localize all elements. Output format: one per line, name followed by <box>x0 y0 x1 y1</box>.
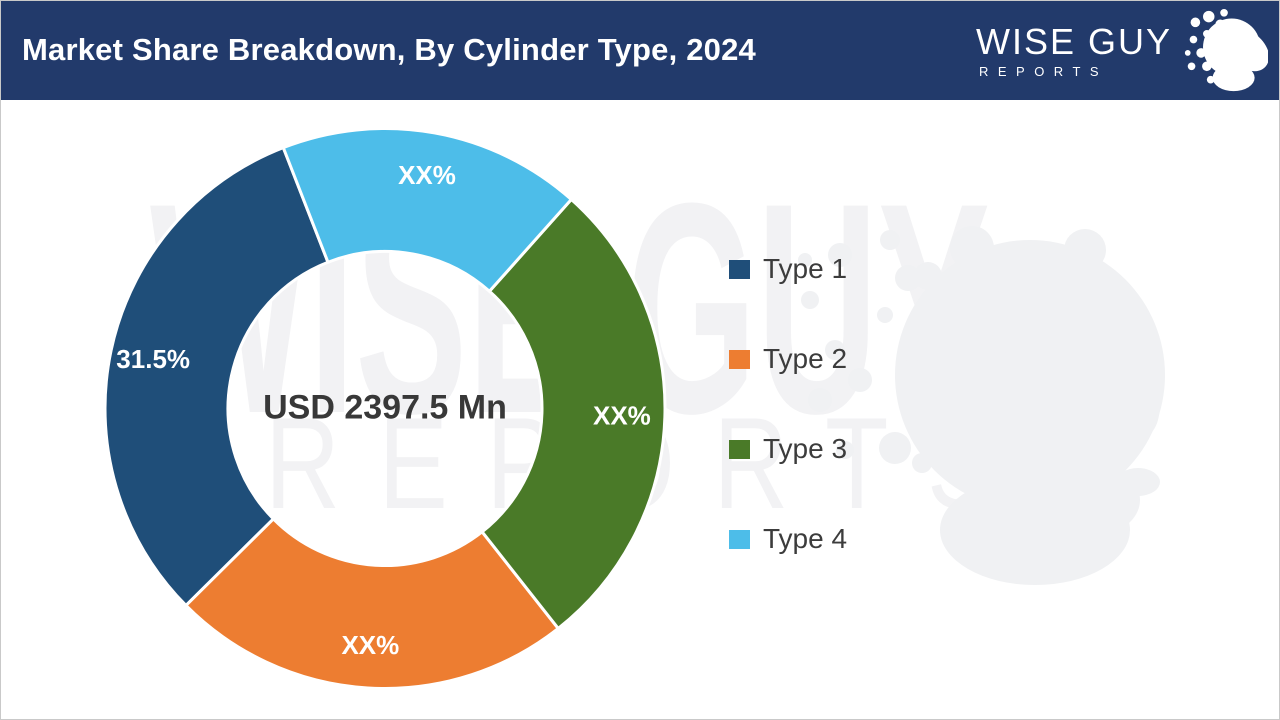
legend-label: Type 2 <box>763 343 848 374</box>
page-title: Market Share Breakdown, By Cylinder Type… <box>22 32 756 67</box>
wiseguy-logo-face-icon <box>1184 8 1268 92</box>
legend-label: Type 3 <box>763 433 848 464</box>
legend-label: Type 1 <box>763 253 848 284</box>
wiseguy-logo: WISE GUY REPORTS <box>976 5 1268 97</box>
logo-subtitle: REPORTS <box>978 63 1109 79</box>
watermark-face-icon <box>798 226 1165 585</box>
donut-segment-type-4 <box>281 127 574 294</box>
slice-label-type-2: XX% <box>341 630 399 660</box>
slice-label-type-3: XX% <box>593 401 651 431</box>
legend-item-type-4: Type 4 <box>729 525 847 553</box>
donut-segment-type-1 <box>103 145 330 608</box>
legend-swatch-icon <box>729 529 750 549</box>
slice-label-type-4: XX% <box>398 160 456 190</box>
chart-legend: Type 1 Type 2 Type 3 Type 4 <box>729 255 847 615</box>
legend-item-type-1: Type 1 <box>729 255 847 283</box>
legend-swatch-icon <box>729 439 750 459</box>
legend-item-type-3: Type 3 <box>729 435 847 463</box>
chart-center-value: USD 2397.5 Mn <box>263 388 507 427</box>
legend-item-type-2: Type 2 <box>729 345 847 373</box>
legend-label: Type 4 <box>763 523 848 554</box>
legend-swatch-icon <box>729 259 750 279</box>
header-bar: Market Share Breakdown, By Cylinder Type… <box>0 0 1280 100</box>
wiseguy-logo-text: WISE GUY REPORTS <box>975 20 1172 79</box>
legend-swatch-icon <box>729 349 750 369</box>
slice-label-type-1: 31.5% <box>116 344 190 374</box>
donut-chart: 31.5% XX% XX% XX% <box>103 127 667 690</box>
logo-wordmark: WISE GUY <box>975 20 1172 62</box>
donut-segment-type-2 <box>183 516 561 690</box>
donut-segment-type-3 <box>480 197 667 631</box>
